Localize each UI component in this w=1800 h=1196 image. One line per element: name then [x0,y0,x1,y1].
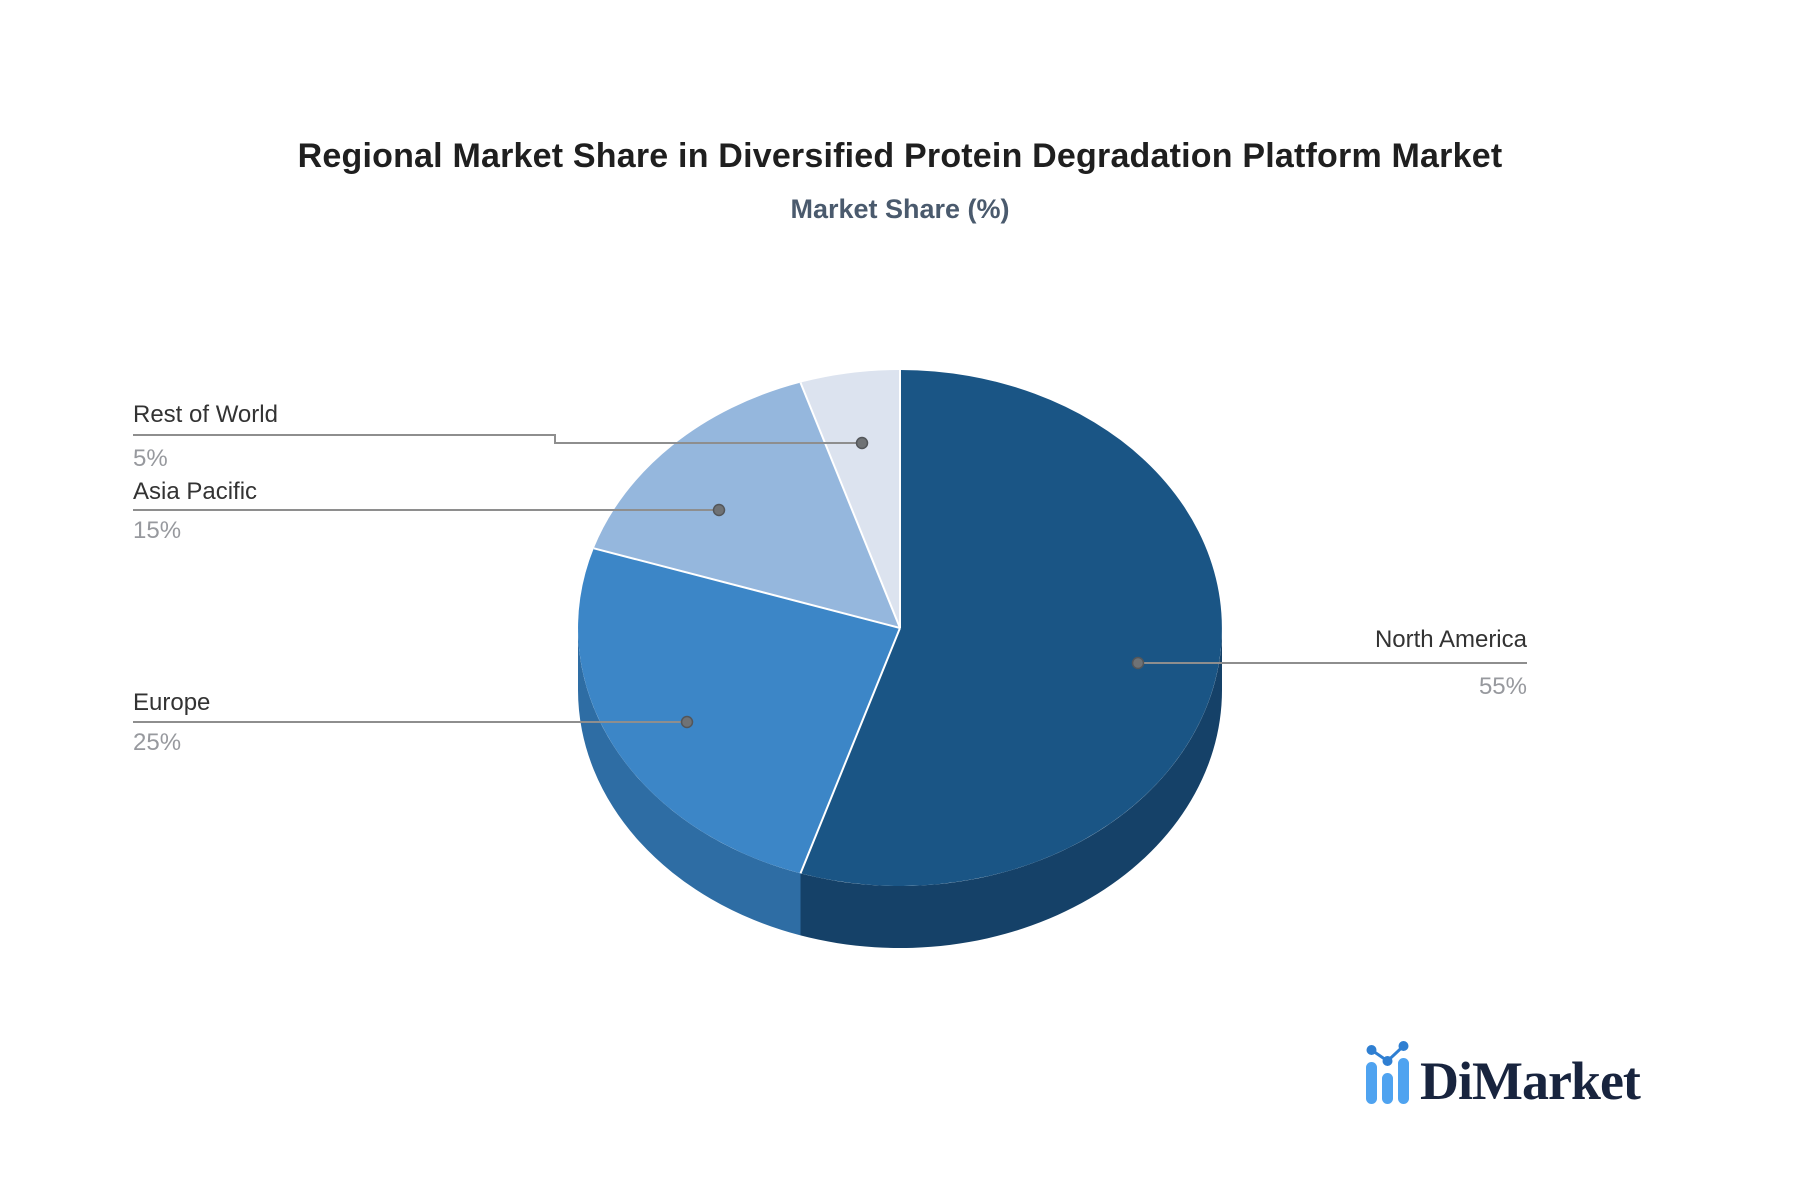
pie-rim-europe [578,628,801,936]
leader-dot-asia-pacific [712,503,726,517]
chart-title: Regional Market Share in Diversified Pro… [297,137,1503,175]
leader-lines [133,434,1527,723]
pie-slice-north-america[interactable] [800,370,1222,886]
slice-pct-rest-of-world: 5% [133,445,168,472]
slice-pct-asia-pacific: 15% [133,517,182,544]
slice-pct-north-america: 55% [1478,673,1527,700]
logo-trend-dots-icon [1366,1041,1409,1066]
dimarket-logo-icon [1366,1041,1409,1104]
pie-slice-europe[interactable] [578,548,900,874]
pie-rim-north-america [800,628,1222,949]
leader-dot-rest-of-world [855,436,869,450]
chart-subtitle: Market Share (%) [790,194,1010,224]
leader-dot-north-america [1131,656,1145,670]
pie-slice-rest-of-world[interactable] [800,370,901,628]
slice-separators [593,370,901,874]
slice-label-asia-pacific: Asia Pacific [133,478,258,505]
leader-dots [680,436,1145,729]
leader-line-rest-of-world [133,434,857,444]
dimarket-logo-text: DiMarket [1420,1051,1641,1111]
slice-label-europe: Europe [133,689,211,716]
logo-bars-icon [1366,1058,1409,1104]
slice-label-rest-of-world: Rest of World [133,401,278,428]
leader-dot-europe [680,715,694,729]
slice-pct-europe: 25% [133,729,182,756]
slice-label-north-america: North America [1374,626,1527,653]
